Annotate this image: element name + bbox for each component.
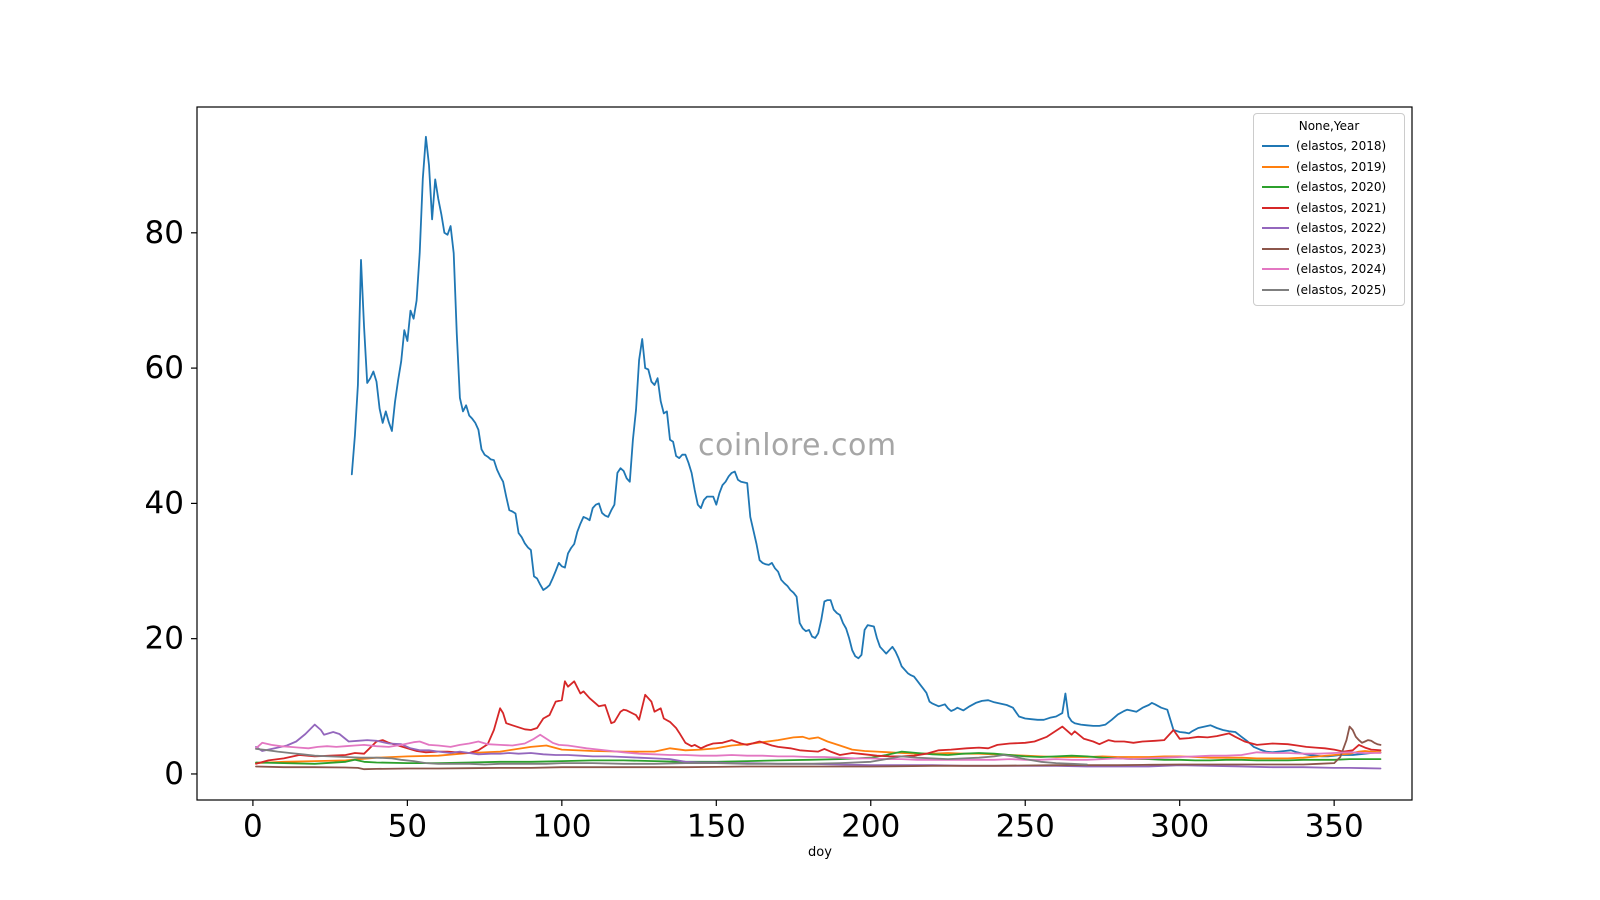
x-tick-label: 0 xyxy=(243,808,263,844)
plot-frame xyxy=(196,106,1413,801)
legend-entry-label: (elastos, 2021) xyxy=(1296,200,1387,215)
legend-entry-label: (elastos, 2023) xyxy=(1296,241,1387,256)
x-tick-label: 150 xyxy=(687,808,746,844)
legend-line-swatch xyxy=(1262,288,1289,291)
x-tick-label: 50 xyxy=(388,808,427,844)
x-tick-label: 350 xyxy=(1305,808,1364,844)
y-tick-label: 60 xyxy=(145,350,184,386)
legend-entry: (elastos, 2019) xyxy=(1260,157,1398,178)
legend-line-swatch xyxy=(1262,145,1289,148)
legend: None,Year (elastos, 2018) (elastos, 2019)… xyxy=(1253,113,1405,306)
legend-title: None,Year xyxy=(1298,119,1360,133)
legend-entry-label: (elastos, 2024) xyxy=(1296,262,1387,277)
series-line-2022 xyxy=(255,723,1382,770)
legend-entry: (elastos, 2025) xyxy=(1260,280,1398,301)
legend-entries: (elastos, 2018) (elastos, 2019) (elastos, … xyxy=(1260,136,1398,300)
legend-line-swatch xyxy=(1262,247,1289,250)
legend-line-swatch xyxy=(1262,186,1289,189)
watermark: coinlore.com xyxy=(698,428,897,463)
x-tick-label: 300 xyxy=(1150,808,1209,844)
series-line-2018 xyxy=(350,135,1382,758)
x-tick-label: 100 xyxy=(532,808,591,844)
series-line-2020 xyxy=(255,750,1382,765)
series-line-2021 xyxy=(255,680,1382,765)
x-tick-label: 250 xyxy=(996,808,1055,844)
legend-line-swatch xyxy=(1262,206,1289,209)
legend-entry: (elastos, 2023) xyxy=(1260,239,1398,260)
legend-entry: (elastos, 2018) xyxy=(1260,136,1398,157)
y-tick-label: 80 xyxy=(145,215,184,251)
legend-line-swatch xyxy=(1262,165,1289,168)
legend-entry-label: (elastos, 2022) xyxy=(1296,221,1387,236)
series-line-2024 xyxy=(255,733,1382,761)
legend-line-swatch xyxy=(1262,227,1289,230)
series-line-2019 xyxy=(255,735,1382,764)
y-tick-label: 20 xyxy=(145,621,184,657)
x-axis-label: doy xyxy=(808,845,832,860)
legend-entry-label: (elastos, 2018) xyxy=(1296,139,1387,154)
series-line-2023 xyxy=(255,725,1382,771)
y-tick-label: 40 xyxy=(145,485,184,521)
series-line-2025 xyxy=(255,748,1088,766)
legend-line-swatch xyxy=(1262,268,1289,271)
legend-entry: (elastos, 2022) xyxy=(1260,218,1398,239)
x-tick-label: 200 xyxy=(841,808,900,844)
legend-entry-label: (elastos, 2025) xyxy=(1296,282,1387,297)
legend-entry: (elastos, 2024) xyxy=(1260,259,1398,280)
legend-entry-label: (elastos, 2019) xyxy=(1296,159,1387,174)
y-tick-label: 0 xyxy=(164,756,184,792)
legend-entry: (elastos, 2021) xyxy=(1260,198,1398,219)
legend-entry: (elastos, 2020) xyxy=(1260,177,1398,198)
legend-entry-label: (elastos, 2020) xyxy=(1296,180,1387,195)
